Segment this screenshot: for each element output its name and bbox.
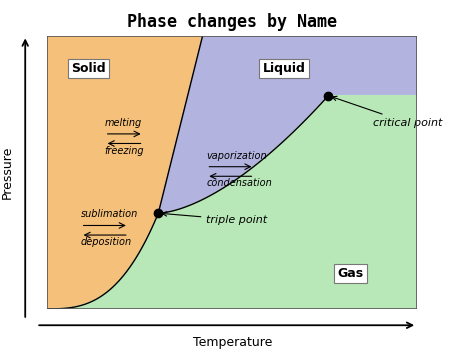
- Text: melting: melting: [105, 118, 142, 128]
- Text: vaporization: vaporization: [206, 151, 267, 161]
- Text: Liquid: Liquid: [263, 62, 305, 75]
- Text: Temperature: Temperature: [192, 336, 272, 349]
- Text: critical point: critical point: [332, 96, 442, 128]
- Polygon shape: [47, 36, 203, 309]
- Text: Gas: Gas: [337, 267, 364, 280]
- Text: Pressure: Pressure: [1, 146, 14, 199]
- Polygon shape: [47, 95, 417, 309]
- Text: sublimation: sublimation: [81, 209, 138, 219]
- Text: condensation: condensation: [206, 179, 272, 189]
- Text: deposition: deposition: [81, 237, 132, 247]
- Polygon shape: [158, 36, 417, 213]
- Text: freezing: freezing: [105, 146, 144, 155]
- Polygon shape: [47, 95, 417, 309]
- Text: triple point: triple point: [162, 212, 267, 225]
- Text: Solid: Solid: [71, 62, 105, 75]
- Title: Phase changes by Name: Phase changes by Name: [127, 13, 337, 31]
